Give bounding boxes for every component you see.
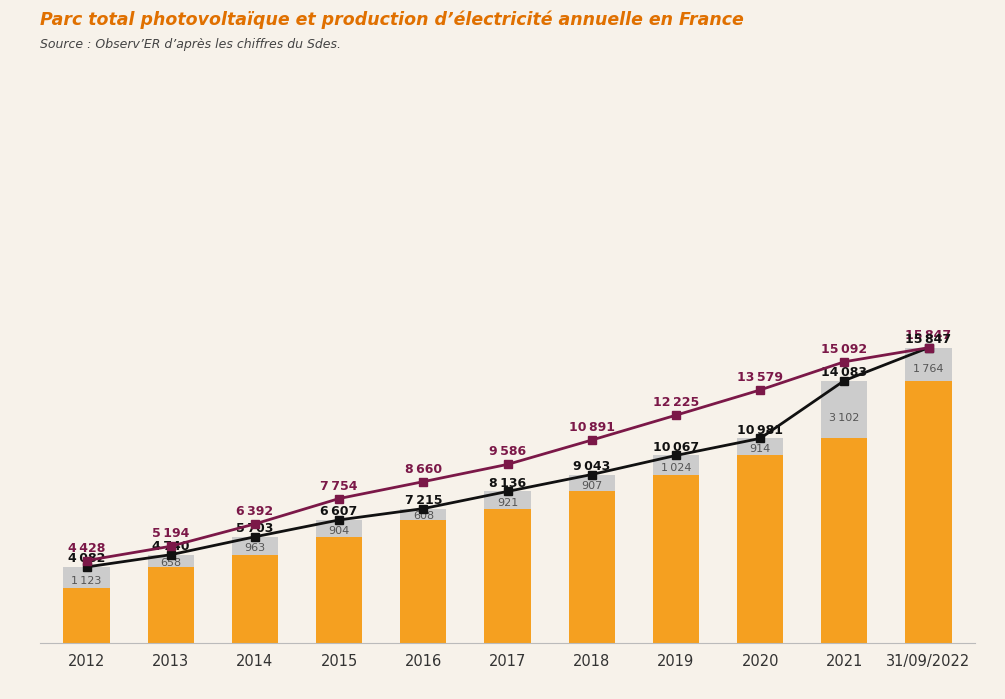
Text: 6 607: 6 607 — [321, 505, 358, 518]
Text: 12 225: 12 225 — [653, 396, 699, 409]
Text: Parc total photovoltaïque et production d’électricité annuelle en France: Parc total photovoltaïque et production … — [40, 10, 744, 29]
Bar — [906, 380, 952, 643]
Text: 1 024: 1 024 — [660, 463, 691, 473]
Text: 9 043: 9 043 — [573, 460, 610, 473]
Bar — [232, 555, 278, 643]
Bar — [63, 588, 110, 643]
Text: 904: 904 — [329, 526, 350, 536]
Text: 658: 658 — [160, 558, 181, 568]
Text: 9 586: 9 586 — [489, 445, 526, 459]
Text: 907: 907 — [581, 480, 602, 491]
Bar — [653, 475, 699, 643]
Text: 13 579: 13 579 — [737, 371, 783, 384]
Bar — [653, 456, 699, 475]
Text: 608: 608 — [413, 511, 434, 521]
Bar — [316, 520, 362, 537]
Text: 963: 963 — [244, 543, 265, 554]
Text: 1 764: 1 764 — [914, 364, 944, 374]
Text: 7 754: 7 754 — [321, 480, 358, 493]
Bar — [316, 537, 362, 643]
Bar — [400, 520, 446, 643]
Bar — [569, 475, 615, 491]
Bar — [821, 380, 867, 438]
Bar — [737, 438, 783, 456]
Text: 15 847: 15 847 — [906, 329, 952, 342]
Bar — [400, 509, 446, 520]
Bar — [148, 555, 194, 567]
Bar — [484, 491, 531, 509]
Text: 10 067: 10 067 — [653, 440, 699, 454]
Text: 4 428: 4 428 — [67, 542, 106, 554]
Text: 914: 914 — [750, 445, 771, 454]
Bar — [484, 509, 531, 643]
Bar — [232, 537, 278, 555]
Text: 3 102: 3 102 — [829, 413, 859, 423]
Text: 921: 921 — [496, 498, 519, 507]
Text: 1 123: 1 123 — [71, 575, 102, 586]
Text: 10 981: 10 981 — [737, 424, 783, 437]
Bar — [63, 567, 110, 588]
Text: 5 703: 5 703 — [236, 522, 273, 535]
Bar — [737, 456, 783, 643]
Text: 10 891: 10 891 — [569, 421, 615, 434]
Text: 8 660: 8 660 — [405, 463, 442, 476]
Text: 4 082: 4 082 — [67, 552, 106, 565]
Text: 7 215: 7 215 — [405, 493, 442, 507]
Text: 15 092: 15 092 — [821, 343, 867, 356]
Bar — [148, 567, 194, 643]
Text: 14 083: 14 083 — [821, 366, 867, 379]
Bar — [569, 491, 615, 643]
Text: 4 740: 4 740 — [152, 540, 190, 553]
Text: Source : Observ’ER d’après les chiffres du Sdes.: Source : Observ’ER d’après les chiffres … — [40, 38, 342, 52]
Bar — [821, 438, 867, 643]
Text: 8 136: 8 136 — [489, 477, 526, 489]
Bar — [906, 347, 952, 380]
Text: 15 847: 15 847 — [906, 333, 952, 346]
Text: 5 194: 5 194 — [152, 527, 189, 540]
Text: 6 392: 6 392 — [236, 505, 273, 518]
